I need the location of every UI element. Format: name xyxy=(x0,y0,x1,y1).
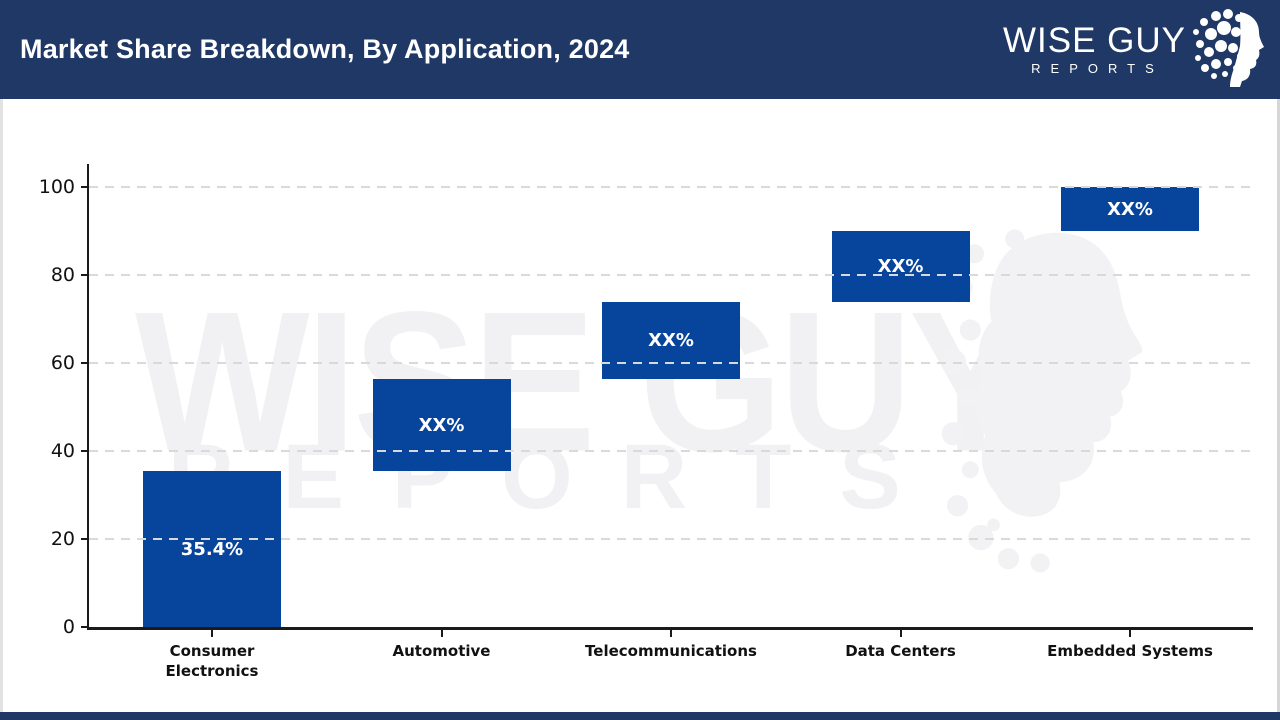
x-tick-label-4: Embedded Systems xyxy=(1047,642,1213,660)
y-tick-40 xyxy=(81,450,89,452)
header-bar: Market Share Breakdown, By Application, … xyxy=(0,0,1280,99)
y-tick-label-80: 80 xyxy=(50,264,75,286)
y-tick-label-100: 100 xyxy=(38,176,75,198)
bar-value-label: XX% xyxy=(1107,198,1153,220)
gridline-80 xyxy=(89,274,1253,276)
gridline-100 xyxy=(89,186,1253,188)
footer-bar xyxy=(0,712,1280,720)
x-tick-1 xyxy=(440,629,443,637)
y-tick-0 xyxy=(81,626,89,628)
x-tick-label-2: Telecommunications xyxy=(585,642,757,660)
y-tick-60 xyxy=(81,362,89,364)
logo-wordmark: WISE GUY xyxy=(1002,21,1186,60)
gridline-40 xyxy=(89,450,1253,452)
y-tick-label-20: 20 xyxy=(50,528,75,550)
y-tick-80 xyxy=(81,274,89,276)
bar-value-label: 35.4% xyxy=(180,538,244,560)
bar-value-label: XX% xyxy=(648,330,694,352)
y-tick-100 xyxy=(81,186,89,188)
bar-0: 35.4% xyxy=(143,471,281,627)
logo-face-icon xyxy=(1188,8,1266,92)
gridline-60 xyxy=(89,362,1253,364)
x-tick-label-3: Data Centers xyxy=(845,642,956,660)
y-tick-label-40: 40 xyxy=(50,440,75,462)
bar-value-label: XX% xyxy=(877,255,924,277)
wise-guy-logo: WISE GUY REPORTS xyxy=(1003,8,1266,92)
logo-text: WISE GUY REPORTS xyxy=(1003,23,1186,76)
x-tick-4 xyxy=(1129,629,1131,637)
bar-3: XX% xyxy=(831,231,970,302)
bar-1: XX% xyxy=(372,379,511,472)
gridline-20 xyxy=(89,538,1253,540)
x-tick-3 xyxy=(899,629,902,637)
bar-2: XX% xyxy=(602,301,740,380)
y-tick-20 xyxy=(81,538,89,540)
x-tick-0 xyxy=(211,629,213,637)
x-tick-2 xyxy=(670,629,672,637)
y-tick-label-60: 60 xyxy=(50,352,75,374)
x-tick-label-0: Consumer Electronics xyxy=(165,642,259,681)
bar-value-label: XX% xyxy=(418,414,465,436)
logo-subtitle: REPORTS xyxy=(1031,61,1164,76)
bar-4: XX% xyxy=(1061,187,1199,231)
x-tick-label-1: Automotive xyxy=(392,642,491,660)
watermark-subtitle: REPORTS xyxy=(168,426,949,528)
x-axis-line xyxy=(87,627,1253,630)
y-axis-line xyxy=(87,164,89,629)
watermark-wordmark: WISE GUY xyxy=(135,271,1032,494)
page-title: Market Share Breakdown, By Application, … xyxy=(20,34,630,64)
y-tick-label-0: 0 xyxy=(62,616,75,638)
